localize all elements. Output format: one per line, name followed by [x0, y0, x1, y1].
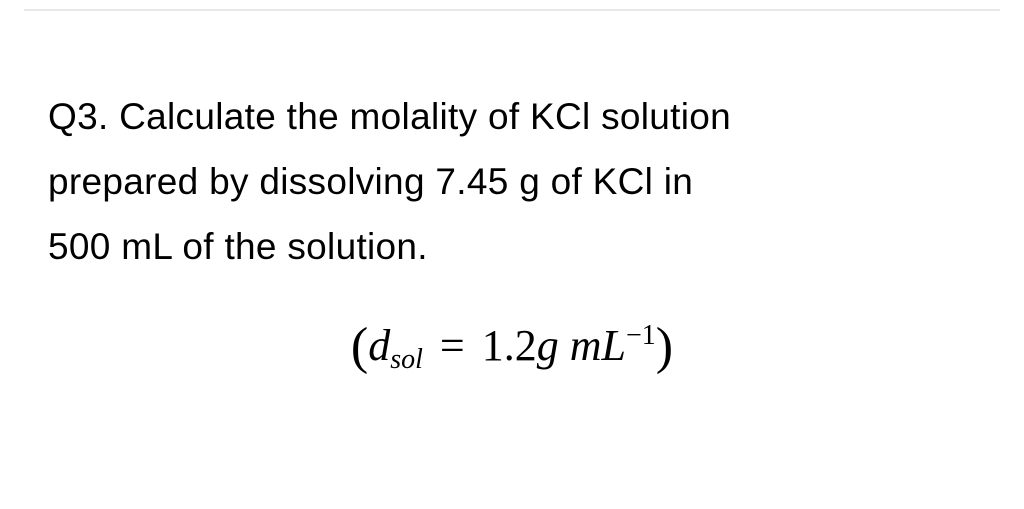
formula-expression: (dsol = 1.2g mL−1): [48, 317, 976, 376]
formula-variable: d: [368, 321, 390, 370]
equals-sign: =: [440, 321, 465, 370]
unit-g: g: [537, 321, 559, 370]
question-text-block: Q3. Calculate the molality of KCl soluti…: [48, 85, 976, 279]
unit-mL: mL: [570, 321, 626, 370]
question-content: Q3. Calculate the molality of KCl soluti…: [48, 85, 976, 376]
open-paren: (: [351, 318, 368, 375]
question-line-3: 500 mL of the solution.: [48, 215, 976, 280]
horizontal-separator: [24, 9, 1000, 11]
formula-exponent: −1: [626, 320, 656, 351]
formula-value: 1.2: [482, 321, 537, 370]
close-paren: ): [656, 318, 673, 375]
question-line-2: prepared by dissolving 7.45 g of KCl in: [48, 150, 976, 215]
question-line-1: Q3. Calculate the molality of KCl soluti…: [48, 85, 976, 150]
formula-subscript: sol: [390, 344, 423, 375]
